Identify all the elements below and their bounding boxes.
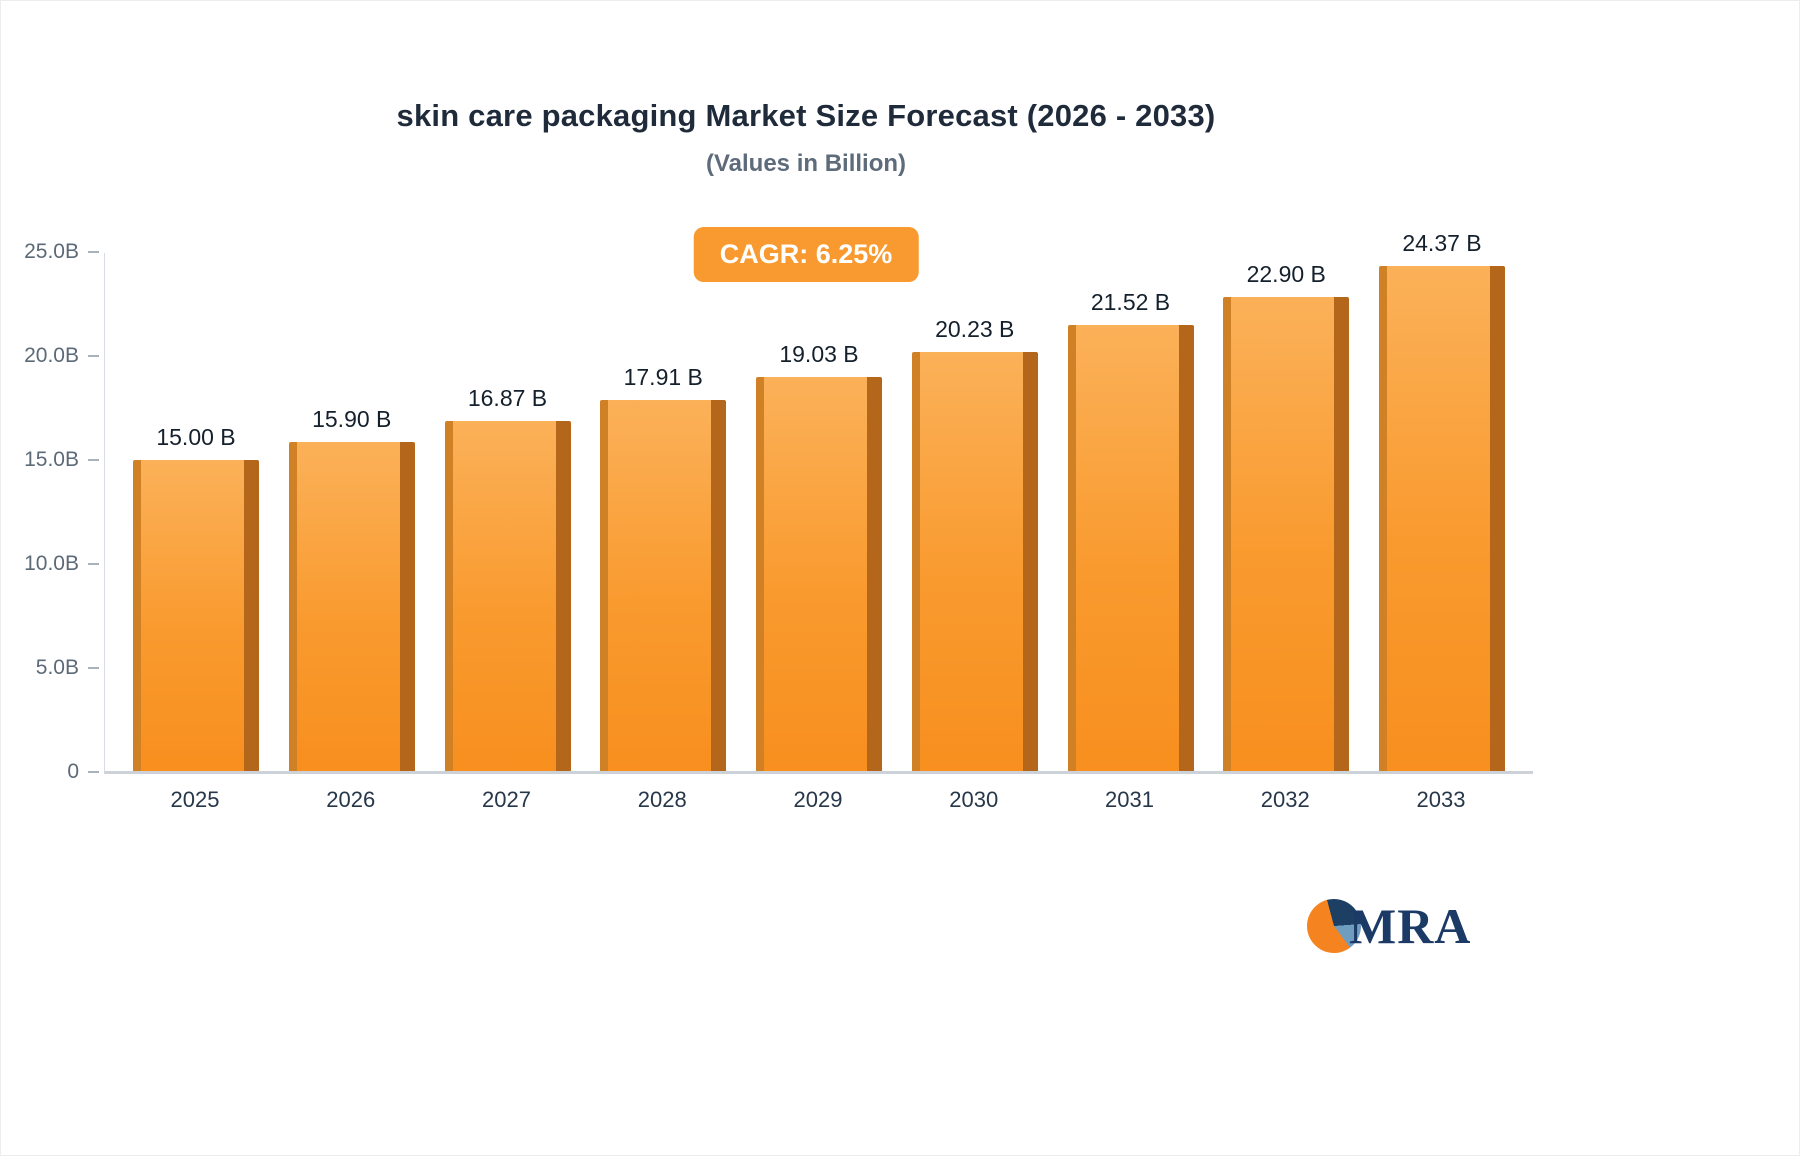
y-axis-tick: 15.0B — [15, 448, 99, 472]
bar: 20.23 B — [911, 316, 1038, 771]
y-axis-tick-label: 15.0B — [24, 448, 79, 471]
x-axis-label: 2027 — [482, 787, 531, 812]
y-axis-tick: 20.0B — [15, 344, 99, 368]
tick-mark — [88, 251, 99, 253]
y-axis-tick-label: 5.0B — [35, 656, 79, 679]
bar: 17.91 B — [600, 364, 727, 771]
chart-header: skin care packaging Market Size Forecast… — [1, 1, 1611, 178]
bar: 22.90 B — [1223, 261, 1350, 771]
tick-mark — [88, 355, 99, 357]
y-axis-tick: 0 — [15, 760, 99, 784]
tick-mark — [88, 459, 99, 461]
bar: 15.00 B — [133, 424, 259, 771]
bar-value-label: 20.23 B — [935, 315, 1015, 342]
bars-row: 15.00 B 15.90 B 16.87 B 17.91 B 19.03 B 20.23… — [105, 230, 1533, 771]
x-axis-label: 2033 — [1416, 787, 1466, 812]
tick-mark — [88, 667, 99, 669]
tick-mark — [88, 563, 99, 565]
bar-value-label: 15.00 B — [156, 424, 236, 451]
chart-subtitle: (Values in Billion) — [705, 150, 907, 177]
y-axis-tick: 10.0B — [15, 552, 99, 576]
y-axis-tick-label: 0 — [67, 760, 79, 783]
x-axis-label: 2026 — [326, 787, 376, 812]
y-axis-tick: 25.0B — [15, 240, 99, 264]
bar-value-label: 16.87 B — [467, 385, 548, 412]
y-axis-tick-label: 25.0B — [24, 240, 79, 263]
bar: 16.87 B — [444, 385, 571, 771]
plot-area: 15.00 B 15.90 B 16.87 B 17.91 B 19.03 B 20.23… — [104, 230, 1533, 774]
y-axis-tick-label: 20.0B — [24, 344, 79, 367]
x-axis-label: 2029 — [793, 787, 843, 812]
x-axis-label: 2031 — [1105, 787, 1154, 812]
y-axis-tick-label: 10.0B — [24, 552, 79, 575]
tick-mark — [88, 771, 99, 773]
bar-value-label: 15.90 B — [312, 405, 392, 432]
brand-logo: MRA — [1300, 892, 1472, 960]
y-axis-tick: 5.0B — [15, 656, 99, 680]
x-axis-label: 2025 — [170, 787, 220, 812]
cagr-badge: CAGR: 6.25% — [693, 227, 919, 282]
bar: 21.52 B — [1067, 289, 1194, 771]
bar-value-label: 22.90 B — [1246, 260, 1326, 287]
x-labels-row: 2025 2026 2027 2028 2029 2030 2031 2032 2033 — [104, 787, 1532, 813]
bar-value-label: 21.52 B — [1090, 289, 1171, 316]
chart-title: skin care packaging Market Size Forecast… — [396, 98, 1216, 133]
bar: 24.37 B — [1379, 230, 1505, 771]
brand-logo-text: MRA — [1349, 898, 1472, 954]
y-axis: 25.0B 20.0B 15.0B 10.0B 5.0B 0 — [15, 240, 99, 784]
x-axis-label: 2028 — [637, 787, 687, 812]
bar-value-label: 24.37 B — [1402, 230, 1482, 257]
bar-value-label: 19.03 B — [779, 340, 859, 367]
x-axis-label: 2030 — [949, 787, 999, 812]
bar: 19.03 B — [756, 341, 882, 771]
bar-value-label: 17.91 B — [623, 363, 703, 390]
x-axis-label: 2032 — [1260, 787, 1310, 812]
bar: 15.90 B — [288, 406, 415, 771]
